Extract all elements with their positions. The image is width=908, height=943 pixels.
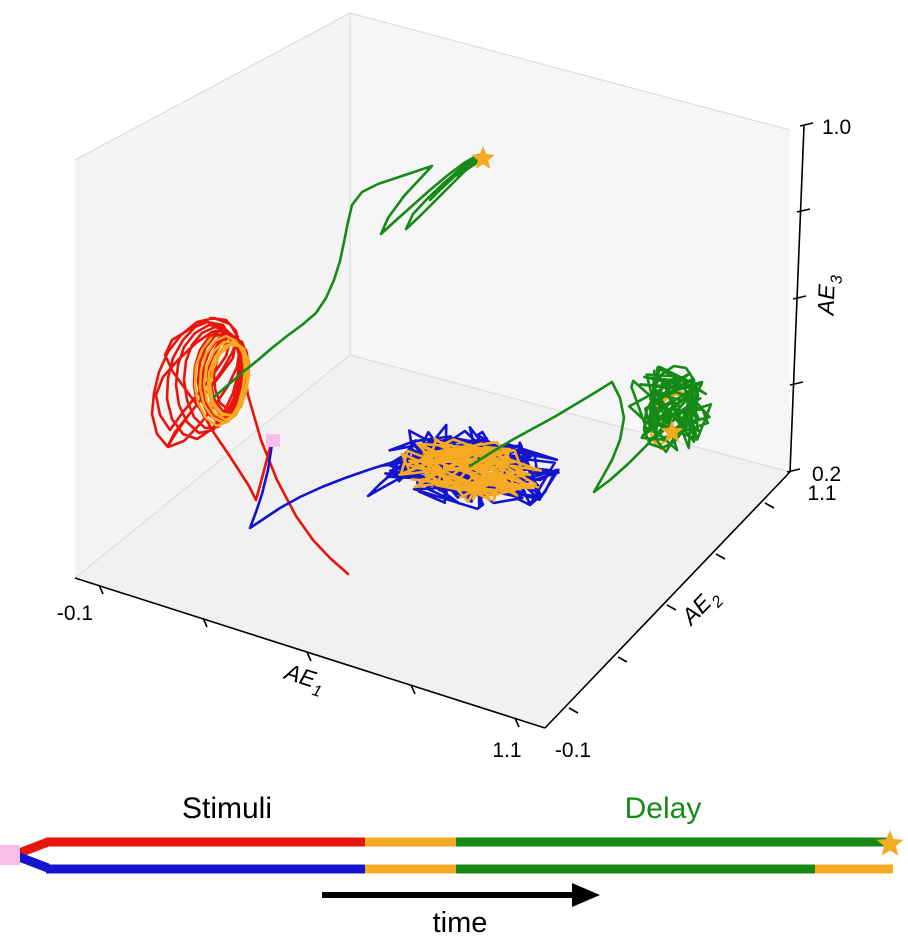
end-marker-star-upper	[471, 146, 495, 169]
end-marker-star-lower	[660, 420, 684, 442]
trajectory-line-orange-center	[398, 436, 543, 503]
time-arrow-label: time	[433, 907, 488, 939]
start-marker-square	[266, 434, 280, 447]
axis-line-ae3	[789, 125, 805, 473]
time-arrow	[322, 883, 600, 907]
legend-label-stimuli: Stimuli	[182, 792, 272, 825]
ticks-ae2	[568, 502, 775, 714]
tick-label-ae1-max: 1.1	[492, 739, 521, 762]
legend-start-marker-square	[0, 845, 20, 865]
legend-timeline: Stimuli Delay time	[0, 792, 904, 939]
pane-edge-right-floor	[349, 354, 791, 473]
svg-text:AE: AE	[675, 589, 717, 631]
legend-bar-trial-a	[46, 830, 904, 856]
tick-label-ae2-min: -0.1	[555, 739, 591, 762]
pane-edge-top-right	[349, 12, 791, 131]
axis-title-ae3: AE 3	[812, 275, 846, 318]
plot-panes	[74, 12, 791, 728]
axis-line-ae2	[544, 471, 791, 729]
pane-back-right	[350, 13, 790, 472]
tick-label-ae3-max: 1.0	[822, 116, 851, 139]
pane-back-left	[75, 13, 350, 578]
pane-edge-top-left	[74, 12, 351, 161]
axis-line-ae1	[74, 577, 546, 729]
axis-title-ae2: AE 2	[675, 589, 727, 631]
tick-label-ae1-min: -0.1	[57, 602, 93, 625]
pane-edge-left-floor	[74, 354, 351, 579]
svg-text:3: 3	[829, 275, 846, 285]
legend-end-marker-star	[876, 830, 904, 856]
legend-label-delay: Delay	[625, 792, 702, 825]
trajectory-layer	[150, 146, 713, 576]
trajectory-line-green-a	[212, 152, 488, 399]
trajectory-line-orange-red-cluster	[193, 334, 251, 428]
time-arrow-head	[572, 883, 600, 907]
ticks-ae3	[786, 122, 814, 473]
tick-label-ae3-min: 0.2	[812, 463, 841, 486]
svg-text:AE: AE	[812, 283, 839, 317]
ticks-ae1	[98, 584, 520, 728]
axis-title-ae1: AE 1	[280, 658, 324, 701]
tick-label-ae2-max: 1.1	[807, 482, 836, 505]
